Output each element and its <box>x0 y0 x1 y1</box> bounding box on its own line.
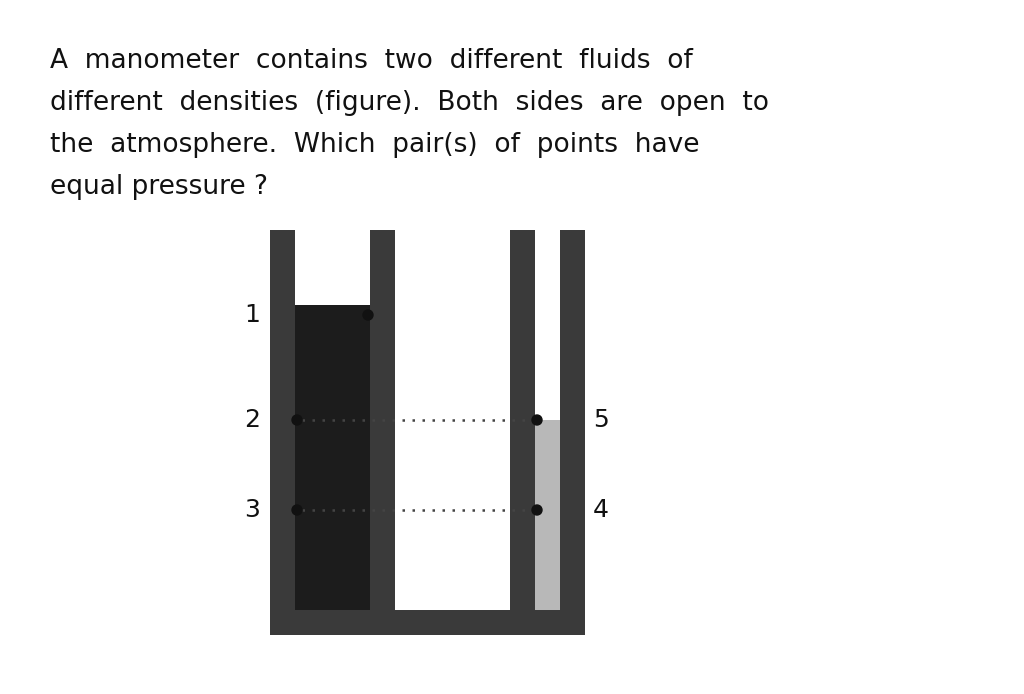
Text: 2: 2 <box>244 408 260 432</box>
Text: equal pressure ?: equal pressure ? <box>50 174 268 200</box>
Bar <box>295 230 370 305</box>
Bar <box>510 230 535 635</box>
Text: A  manometer  contains  two  different  fluids  of: A manometer contains two different fluid… <box>50 48 693 74</box>
Circle shape <box>532 415 542 425</box>
Circle shape <box>362 310 373 320</box>
Bar <box>560 230 585 635</box>
Bar <box>510 230 535 635</box>
Bar <box>295 610 560 635</box>
Bar <box>270 610 585 635</box>
Text: 5: 5 <box>593 408 608 432</box>
Bar <box>510 230 560 420</box>
Bar <box>295 305 370 610</box>
Circle shape <box>292 415 302 425</box>
Circle shape <box>532 505 542 515</box>
Text: the  atmosphere.  Which  pair(s)  of  points  have: the atmosphere. Which pair(s) of points … <box>50 132 699 158</box>
Circle shape <box>292 505 302 515</box>
Bar <box>270 631 585 635</box>
Bar <box>370 230 395 635</box>
Text: 1: 1 <box>244 303 260 327</box>
Bar <box>510 420 560 610</box>
Text: 4: 4 <box>593 498 609 522</box>
Text: 3: 3 <box>244 498 260 522</box>
Bar <box>270 230 295 635</box>
Bar <box>395 230 535 610</box>
Text: different  densities  (figure).  Both  sides  are  open  to: different densities (figure). Both sides… <box>50 90 769 116</box>
Bar <box>510 230 535 635</box>
